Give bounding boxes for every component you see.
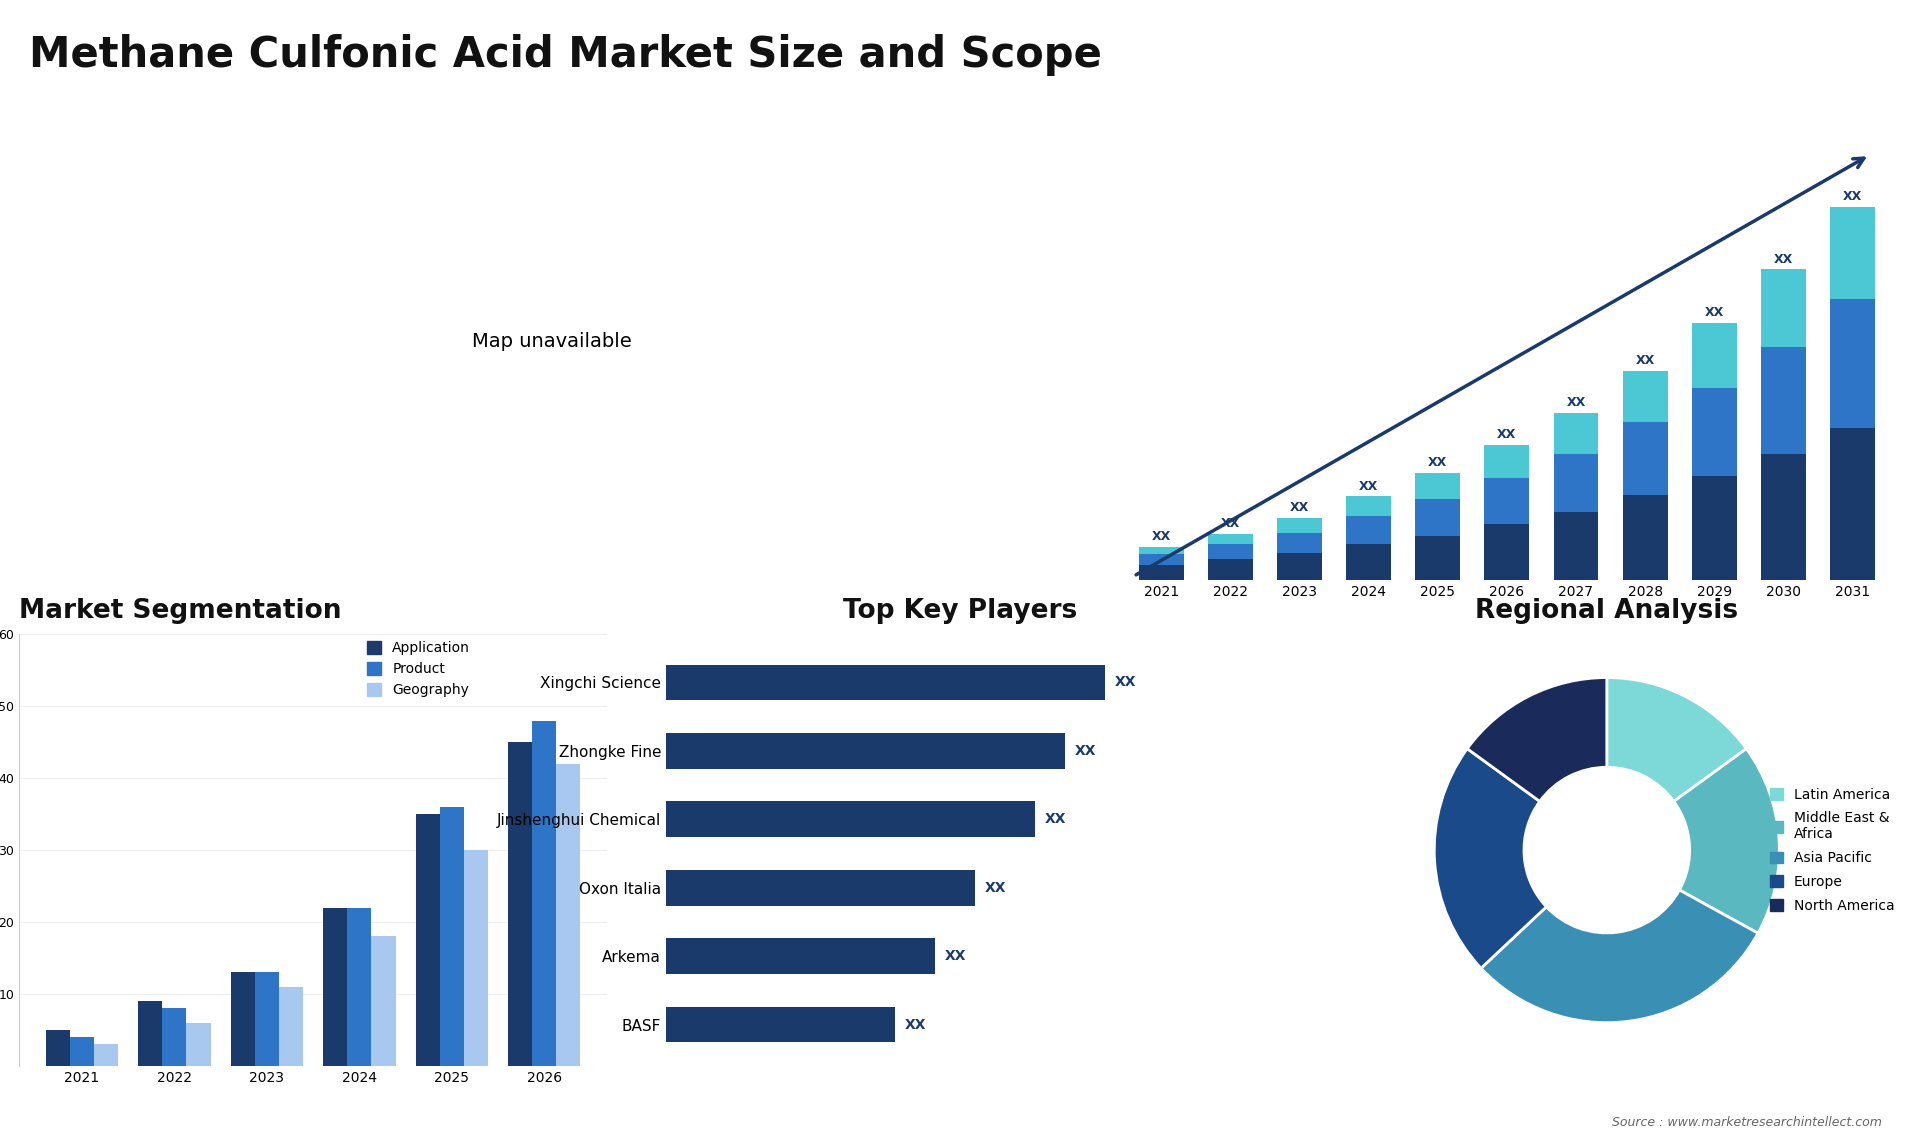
Bar <box>1208 559 1254 580</box>
Bar <box>1761 454 1807 580</box>
Legend: Latin America, Middle East &
Africa, Asia Pacific, Europe, North America: Latin America, Middle East & Africa, Asi… <box>1764 782 1901 918</box>
Bar <box>1415 535 1461 580</box>
Title: Top Key Players: Top Key Players <box>843 598 1077 623</box>
Bar <box>1208 544 1254 559</box>
Bar <box>1346 517 1392 544</box>
Bar <box>1484 445 1530 478</box>
Bar <box>1692 323 1738 387</box>
Text: XX: XX <box>1114 675 1137 690</box>
Bar <box>1277 554 1323 580</box>
Wedge shape <box>1434 748 1546 968</box>
Bar <box>348 908 371 1066</box>
Bar <box>1415 473 1461 499</box>
Bar <box>186 1022 211 1066</box>
Bar <box>1277 533 1323 554</box>
Text: XX: XX <box>1428 456 1448 469</box>
Bar <box>1692 387 1738 477</box>
Wedge shape <box>1467 677 1607 801</box>
Text: XX: XX <box>1705 306 1724 319</box>
Text: XX: XX <box>985 881 1006 895</box>
Bar <box>666 939 935 974</box>
Bar <box>1346 544 1392 580</box>
Text: XX: XX <box>1774 253 1793 266</box>
Legend: Application, Product, Geography: Application, Product, Geography <box>367 642 470 697</box>
Text: Methane Culfonic Acid Market Size and Scope: Methane Culfonic Acid Market Size and Sc… <box>29 34 1102 77</box>
Wedge shape <box>1674 748 1780 933</box>
Bar <box>46 1030 69 1066</box>
Wedge shape <box>1480 890 1759 1022</box>
Bar <box>138 1002 163 1066</box>
Bar <box>1553 454 1599 512</box>
Bar <box>1622 495 1668 580</box>
Bar <box>1277 518 1323 533</box>
Bar <box>94 1044 117 1066</box>
Bar <box>1484 478 1530 525</box>
Bar <box>1139 565 1185 580</box>
Bar <box>69 1037 94 1066</box>
Bar <box>1830 299 1876 429</box>
Bar <box>1208 534 1254 544</box>
Wedge shape <box>1607 677 1747 801</box>
Text: XX: XX <box>1290 501 1309 515</box>
Title: Regional Analysis: Regional Analysis <box>1475 598 1738 623</box>
Text: XX: XX <box>1152 529 1171 543</box>
Bar <box>417 814 440 1066</box>
Bar <box>163 1008 186 1066</box>
Bar <box>666 1007 895 1043</box>
Bar <box>509 743 532 1066</box>
Text: XX: XX <box>1843 190 1862 203</box>
Text: XX: XX <box>945 949 966 964</box>
Bar <box>1139 554 1185 565</box>
Bar <box>557 764 580 1066</box>
Bar <box>1415 499 1461 535</box>
Bar <box>1761 347 1807 454</box>
Bar <box>1484 525 1530 580</box>
Text: XX: XX <box>1498 427 1517 441</box>
Text: XX: XX <box>1075 744 1096 758</box>
Bar <box>666 733 1066 769</box>
Bar <box>1622 370 1668 423</box>
Text: XX: XX <box>1221 517 1240 531</box>
Bar <box>666 801 1035 837</box>
Bar <box>1139 547 1185 554</box>
Bar <box>1830 429 1876 580</box>
Bar <box>1761 269 1807 347</box>
Bar <box>230 972 255 1066</box>
Text: Market Segmentation: Market Segmentation <box>19 598 342 623</box>
Bar <box>1346 496 1392 517</box>
Bar <box>666 870 975 905</box>
Bar <box>440 807 465 1066</box>
Bar <box>465 850 488 1066</box>
Text: XX: XX <box>1567 397 1586 409</box>
Text: Source : www.marketresearchintellect.com: Source : www.marketresearchintellect.com <box>1611 1116 1882 1129</box>
Text: XX: XX <box>904 1018 927 1031</box>
Bar <box>1553 512 1599 580</box>
Bar <box>666 665 1104 700</box>
Text: XX: XX <box>1044 813 1066 826</box>
Bar <box>1692 477 1738 580</box>
Text: INTELLECT: INTELLECT <box>1738 104 1795 113</box>
Bar <box>1830 206 1876 299</box>
Bar <box>532 721 557 1066</box>
Bar <box>255 972 278 1066</box>
Text: XX: XX <box>1636 354 1655 367</box>
Bar <box>278 987 303 1066</box>
Bar <box>323 908 348 1066</box>
Bar <box>371 936 396 1066</box>
Text: MARKET: MARKET <box>1743 58 1789 68</box>
Text: RESEARCH: RESEARCH <box>1738 81 1795 91</box>
Bar <box>1553 413 1599 454</box>
Bar <box>1622 423 1668 495</box>
Text: Map unavailable: Map unavailable <box>472 332 632 351</box>
Text: XX: XX <box>1359 480 1379 493</box>
